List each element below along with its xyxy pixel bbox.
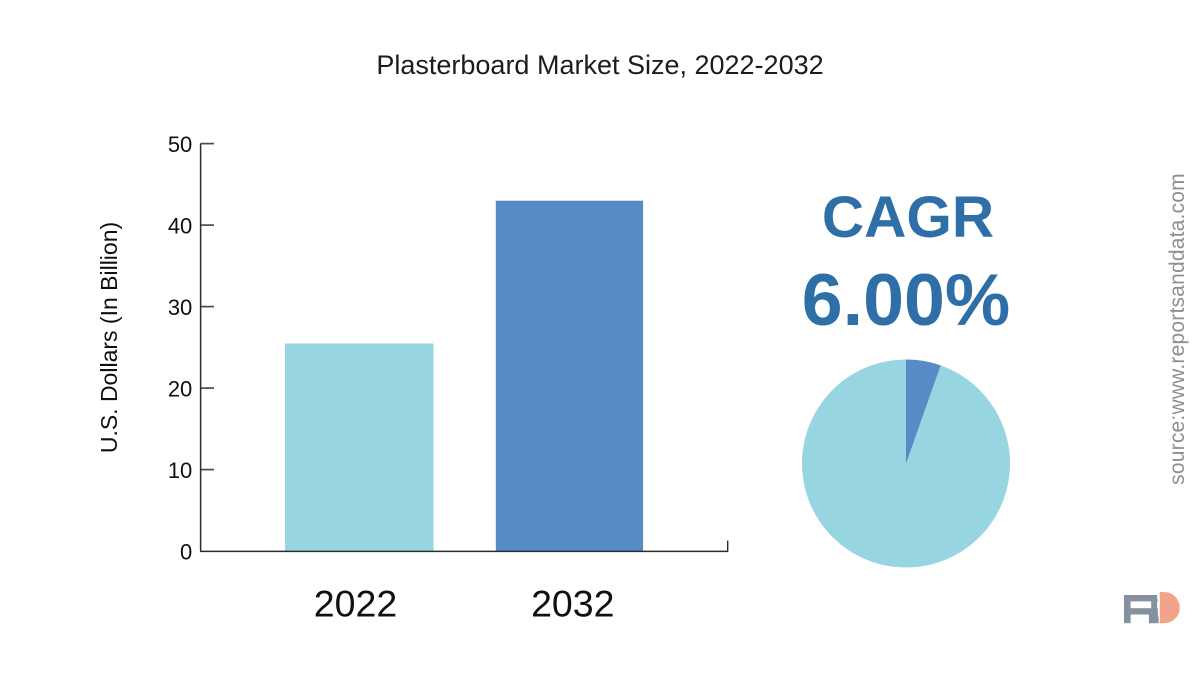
svg-text:U.S. Dollars (In Billion): U.S. Dollars (In Billion) (96, 222, 122, 453)
svg-text:20: 20 (168, 377, 192, 402)
svg-text:0: 0 (180, 540, 192, 565)
svg-text:50: 50 (168, 132, 192, 157)
svg-text:10: 10 (168, 458, 192, 483)
svg-text:CAGR: CAGR (822, 185, 994, 250)
svg-text:Plasterboard Market Size, 2022: Plasterboard Market Size, 2022-2032 (376, 50, 823, 80)
svg-text:6.00%: 6.00% (802, 258, 1010, 341)
svg-text:30: 30 (168, 295, 192, 320)
svg-text:2032: 2032 (531, 582, 614, 624)
svg-text:source:www.reportsanddata.com: source:www.reportsanddata.com (1166, 173, 1189, 485)
svg-text:2022: 2022 (314, 582, 397, 624)
svg-text:40: 40 (168, 214, 192, 239)
